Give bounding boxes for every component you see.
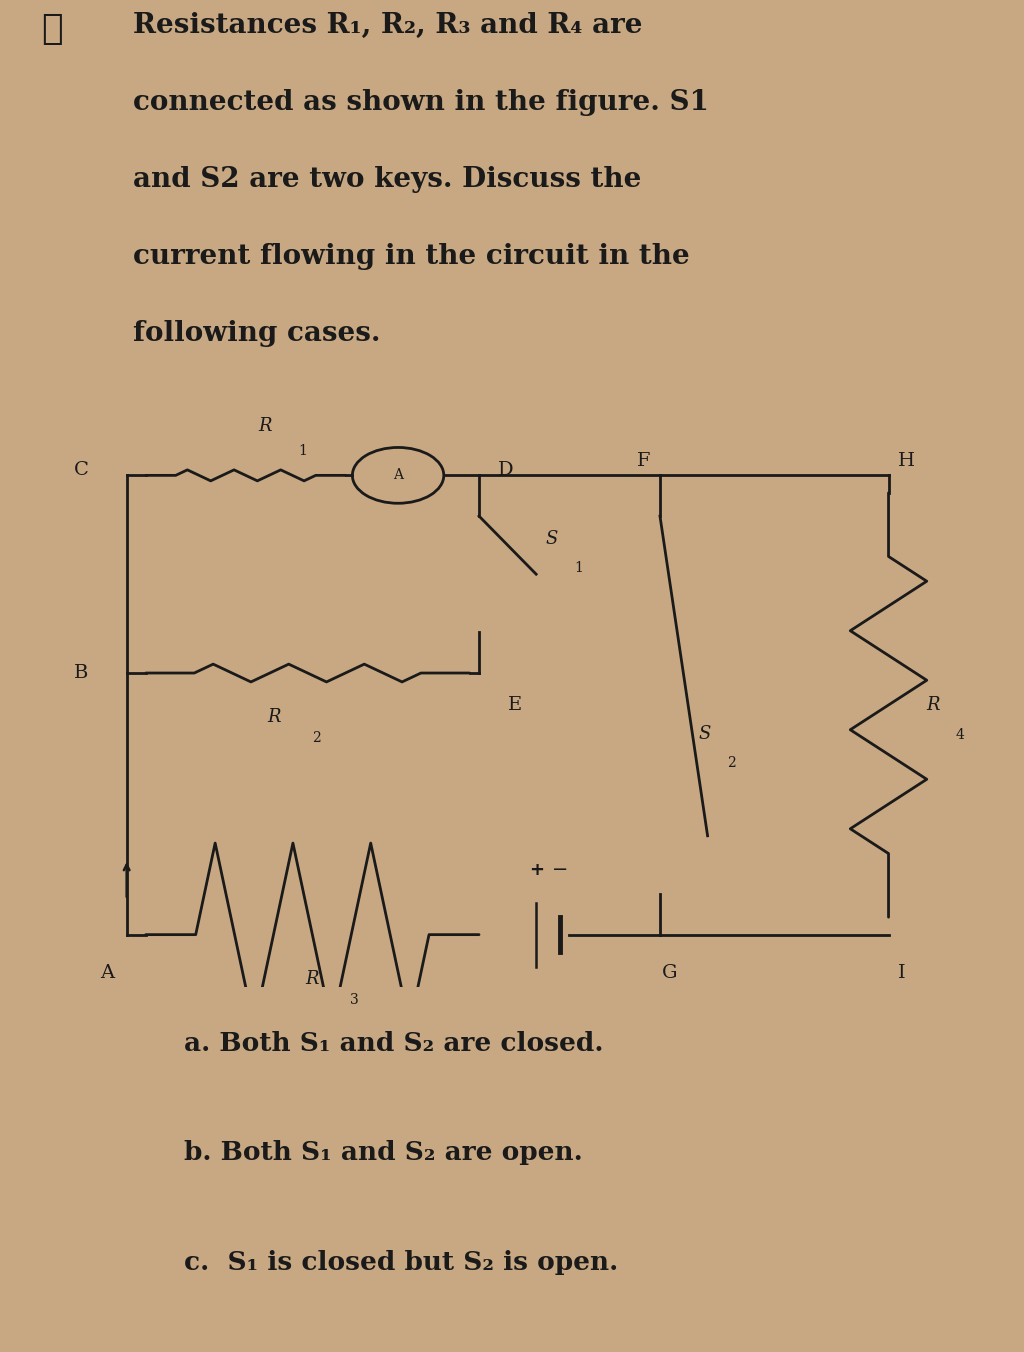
Text: ✗: ✗ bbox=[41, 12, 62, 46]
Text: c.  S₁ is closed but S₂ is open.: c. S₁ is closed but S₂ is open. bbox=[184, 1249, 618, 1275]
Text: I: I bbox=[898, 964, 905, 982]
Text: R: R bbox=[258, 416, 271, 435]
Text: A: A bbox=[393, 468, 403, 483]
Text: H: H bbox=[898, 452, 915, 469]
Text: 3: 3 bbox=[350, 992, 359, 1007]
Text: F: F bbox=[637, 452, 650, 469]
Text: R: R bbox=[927, 696, 940, 714]
Text: R: R bbox=[267, 708, 281, 726]
Text: B: B bbox=[74, 664, 88, 681]
Text: and S2 are two keys. Discuss the: and S2 are two keys. Discuss the bbox=[133, 166, 641, 193]
Text: C: C bbox=[74, 461, 88, 479]
Text: 1: 1 bbox=[298, 443, 307, 458]
Text: a. Both S₁ and S₂ are closed.: a. Both S₁ and S₂ are closed. bbox=[184, 1030, 604, 1056]
Text: A: A bbox=[100, 964, 115, 982]
Text: 2: 2 bbox=[312, 731, 322, 745]
Text: 4: 4 bbox=[955, 729, 964, 742]
Text: −: − bbox=[552, 860, 568, 879]
Text: S: S bbox=[546, 530, 558, 549]
Text: D: D bbox=[498, 461, 514, 479]
Text: G: G bbox=[662, 964, 677, 982]
Text: connected as shown in the figure. S1: connected as shown in the figure. S1 bbox=[133, 89, 709, 116]
Text: 2: 2 bbox=[727, 756, 735, 771]
Text: current flowing in the circuit in the: current flowing in the circuit in the bbox=[133, 243, 690, 270]
Text: R: R bbox=[305, 969, 319, 987]
Text: S: S bbox=[698, 725, 711, 744]
Text: following cases.: following cases. bbox=[133, 320, 381, 347]
Text: E: E bbox=[508, 696, 521, 714]
Text: Resistances R₁, R₂, R₃ and R₄ are: Resistances R₁, R₂, R₃ and R₄ are bbox=[133, 12, 643, 39]
Text: 1: 1 bbox=[574, 561, 583, 576]
Text: +: + bbox=[528, 861, 544, 879]
Text: b. Both S₁ and S₂ are open.: b. Both S₁ and S₂ are open. bbox=[184, 1140, 583, 1165]
